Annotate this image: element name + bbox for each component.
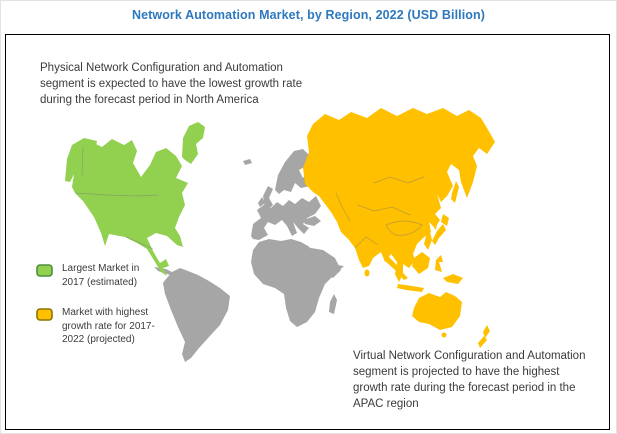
turkey-shape xyxy=(303,216,321,226)
annotation-apac: Virtual Network Configuration and Automa… xyxy=(353,350,586,410)
africa-shape xyxy=(251,239,344,327)
ireland-shape xyxy=(258,197,265,207)
iceland-shape xyxy=(243,159,252,165)
tasmania-shape xyxy=(441,332,447,338)
region-north-america xyxy=(65,122,205,276)
annotation-north-america: Physical Network Configuration and Autom… xyxy=(40,62,303,106)
europe-shape xyxy=(251,196,321,240)
country-borders xyxy=(75,146,425,250)
japan-north-shape xyxy=(441,214,449,226)
sakhalin-shape xyxy=(451,181,459,203)
legend-label-largest-market: Largest Market in 2017 (estimated) xyxy=(62,263,140,288)
hispaniola-shape xyxy=(176,274,183,279)
taiwan-shape xyxy=(433,224,437,230)
asia-mainland-shape xyxy=(303,108,495,282)
greenland-shape xyxy=(182,122,205,164)
legend-swatch-largest-market xyxy=(36,264,53,277)
north-america-mainland-shape xyxy=(72,139,188,276)
new-zealand-south-shape xyxy=(478,336,487,348)
world-map xyxy=(65,108,495,362)
philippines-shape xyxy=(424,232,432,250)
region-rest-of-world xyxy=(154,149,344,362)
sulawesi-shape xyxy=(435,255,443,272)
map-panel: Physical Network Configuration and Autom… xyxy=(5,34,610,430)
new-guinea-shape xyxy=(443,274,463,284)
orange-swatch xyxy=(36,308,53,321)
new-zealand-north-shape xyxy=(483,325,490,338)
borneo-shape xyxy=(412,252,430,274)
chart-title: Network Automation Market, by Region, 20… xyxy=(131,8,486,22)
sumatra-shape xyxy=(384,254,408,280)
madagascar-shape xyxy=(329,294,337,314)
sri-lanka-shape xyxy=(364,269,370,277)
australia-shape xyxy=(412,292,462,330)
scandinavia-shape xyxy=(275,149,313,194)
japan-main-shape xyxy=(432,224,446,245)
legend-item-largest-market: Largest Market in 2017 (estimated) xyxy=(36,262,152,289)
legend-item-highest-growth: Market with highest growth rate for 2017… xyxy=(36,306,166,347)
legend-swatch-highest-growth xyxy=(36,308,53,321)
java-shape xyxy=(397,284,424,292)
legend-label-highest-growth: Market with highest growth rate for 2017… xyxy=(62,307,155,345)
green-swatch xyxy=(36,264,53,277)
south-america-shape xyxy=(163,268,230,362)
region-apac xyxy=(303,108,495,348)
